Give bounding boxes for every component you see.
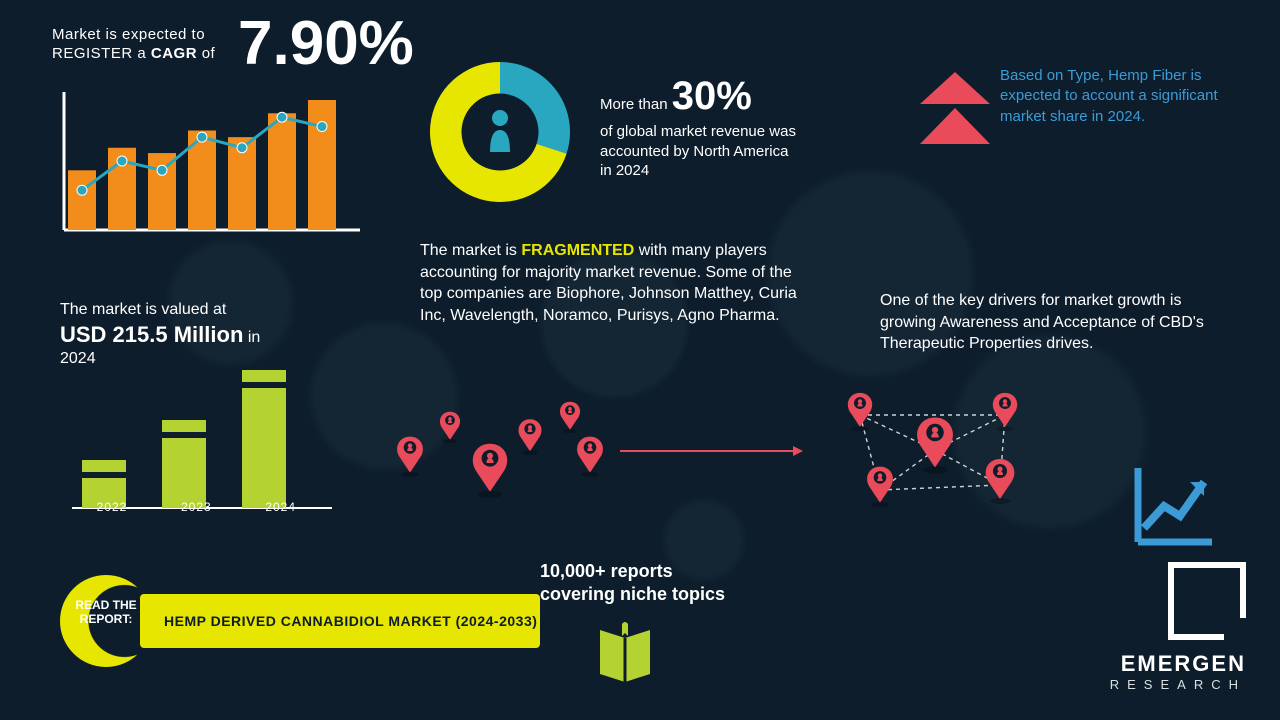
cta-title[interactable]: HEMP DERIVED CANNABIDIOL MARKET (2024-20… xyxy=(140,594,540,648)
read-report-cta[interactable]: READ THE REPORT: HEMP DERIVED CANNABIDIO… xyxy=(60,580,540,662)
mval-in: in xyxy=(243,329,260,346)
cta-read-label: READ THE REPORT: xyxy=(74,598,138,627)
logo-square-icon xyxy=(1168,562,1246,640)
market-value-text: The market is valued at USD 215.5 Millio… xyxy=(60,300,320,370)
logo-line1: EMERGEN xyxy=(1110,651,1246,677)
mval-value: USD 215.5 Million xyxy=(60,322,243,347)
north-america-text: More than 30% of global market revenue w… xyxy=(600,70,800,181)
cagr-register: REGISTER a xyxy=(52,45,151,62)
cagr-value: 7.90% xyxy=(238,8,414,79)
mval-lead: The market is valued at xyxy=(60,301,226,318)
reports-line2: covering niche topics xyxy=(540,584,725,604)
growth-arrow-icon xyxy=(1130,460,1220,555)
reports-count-text: 10,000+ reports covering niche topics xyxy=(540,560,800,607)
reports-line1: 10,000+ reports xyxy=(540,561,673,581)
book-icon xyxy=(590,618,660,693)
north-america-donut-chart xyxy=(420,52,580,217)
scattered-pins-icon xyxy=(380,390,620,505)
donut-more-than: More than xyxy=(600,96,672,113)
donut-value: 30% xyxy=(672,74,752,118)
consolidation-arrow-icon xyxy=(620,450,800,452)
cagr-line1: Market is expected to xyxy=(52,26,205,43)
cagr-lead-text: Market is expected to REGISTER a CAGR of xyxy=(52,26,237,64)
frag-highlight: FRAGMENTED xyxy=(521,242,634,259)
fragmented-text: The market is FRAGMENTED with many playe… xyxy=(420,240,800,326)
logo-line2: RESEARCH xyxy=(1110,677,1246,692)
year-2024: 2024 xyxy=(241,500,321,514)
cagr-bar-line-chart xyxy=(60,88,360,238)
market-value-bar-chart xyxy=(72,370,332,515)
type-triangles-icon xyxy=(920,72,990,157)
donut-tail: of global market revenue was accounted b… xyxy=(600,123,796,179)
cagr-of: of xyxy=(197,45,215,62)
key-driver-text: One of the key drivers for market growth… xyxy=(880,290,1210,355)
frag-pre: The market is xyxy=(420,242,521,259)
market-value-year-labels: 2022 2023 2024 xyxy=(72,500,321,514)
emergen-logo: EMERGEN RESEARCH xyxy=(1110,562,1246,692)
cagr-word: CAGR xyxy=(151,45,197,62)
type-share-text: Based on Type, Hemp Fiber is expected to… xyxy=(1000,66,1240,127)
year-2023: 2023 xyxy=(156,500,236,514)
year-2022: 2022 xyxy=(72,500,152,514)
network-pins-icon xyxy=(820,375,1050,520)
mval-year: 2024 xyxy=(60,350,96,367)
